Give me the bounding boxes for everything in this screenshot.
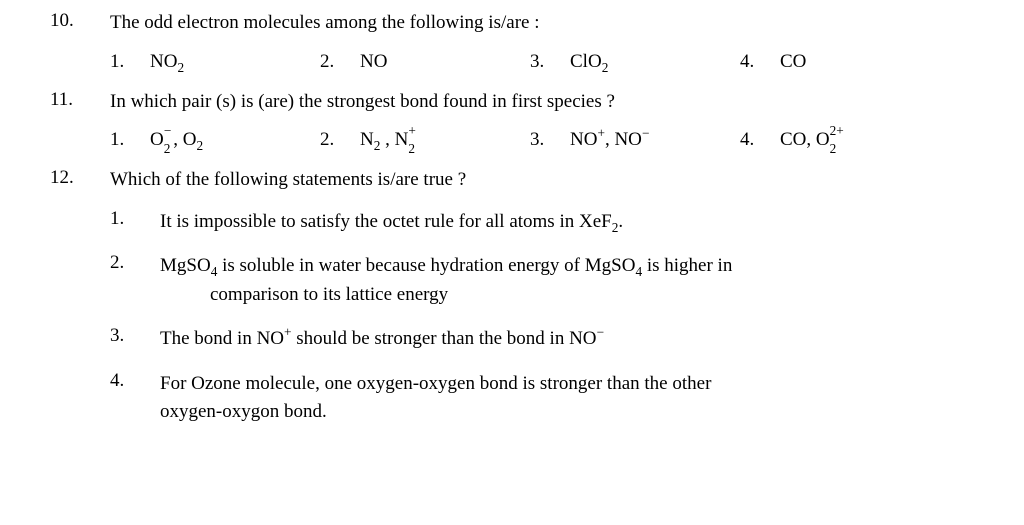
question-number: 11. <box>50 89 110 111</box>
option-text: For Ozone molecule, one oxygen-oxygen bo… <box>160 370 974 427</box>
option-1: 1. NO2 <box>110 51 320 73</box>
option-number: 3. <box>110 325 160 347</box>
question-10: 10. The odd electron molecules among the… <box>50 10 974 73</box>
question-text: The odd electron molecules among the fol… <box>110 10 974 37</box>
exam-page: 10. The odd electron molecules among the… <box>0 0 1024 453</box>
option-text: It is impossible to satisfy the octet ru… <box>160 208 974 237</box>
option-text: NO <box>360 51 530 73</box>
question-text: In which pair (s) is (are) the strongest… <box>110 89 974 116</box>
options-list: 1. It is impossible to satisfy the octet… <box>110 208 974 427</box>
options-row: 1. NO2 2. NO 3. ClO2 4. CO <box>110 51 974 73</box>
option-number: 2. <box>320 51 360 73</box>
option-2: 2. MgSO4 is soluble in water because hyd… <box>110 252 974 309</box>
question-number: 10. <box>50 10 110 32</box>
option-number: 2. <box>110 252 160 274</box>
option-4: 4. CO, O22+ <box>740 129 950 151</box>
option-number: 2. <box>320 129 360 151</box>
option-number: 1. <box>110 129 150 151</box>
option-2: 2. N2 , N2+ <box>320 129 530 151</box>
question-row: 10. The odd electron molecules among the… <box>50 10 974 37</box>
question-11: 11. In which pair (s) is (are) the stron… <box>50 89 974 152</box>
option-number: 4. <box>110 370 160 392</box>
option-3: 3. The bond in NO+ should be stronger th… <box>110 325 974 354</box>
option-text: O2− , O2 <box>150 129 320 151</box>
question-row: 12. Which of the following statements is… <box>50 167 974 194</box>
question-text: Which of the following statements is/are… <box>110 167 974 194</box>
option-number: 3. <box>530 129 570 151</box>
option-number: 4. <box>740 129 780 151</box>
option-number: 1. <box>110 51 150 73</box>
option-number: 4. <box>740 51 780 73</box>
option-2: 2. NO <box>320 51 530 73</box>
option-3: 3. ClO2 <box>530 51 740 73</box>
option-4: 4. For Ozone molecule, one oxygen-oxygen… <box>110 370 974 427</box>
options-row: 1. O2− , O2 2. N2 , N2+ 3. NO+, NO− 4. C… <box>110 129 974 151</box>
option-text: NO2 <box>150 51 320 73</box>
option-text: NO+, NO− <box>570 129 740 151</box>
option-text: The bond in NO+ should be stronger than … <box>160 325 974 354</box>
question-row: 11. In which pair (s) is (are) the stron… <box>50 89 974 116</box>
option-number: 1. <box>110 208 160 230</box>
option-text: MgSO4 is soluble in water because hydrat… <box>160 252 974 309</box>
option-3: 3. NO+, NO− <box>530 129 740 151</box>
option-text: CO, O22+ <box>780 129 950 151</box>
option-number: 3. <box>530 51 570 73</box>
question-12: 12. Which of the following statements is… <box>50 167 974 427</box>
question-number: 12. <box>50 167 110 189</box>
option-1: 1. O2− , O2 <box>110 129 320 151</box>
option-text: ClO2 <box>570 51 740 73</box>
option-text: CO <box>780 51 950 73</box>
option-4: 4. CO <box>740 51 950 73</box>
option-text: N2 , N2+ <box>360 129 530 151</box>
option-1: 1. It is impossible to satisfy the octet… <box>110 208 974 237</box>
